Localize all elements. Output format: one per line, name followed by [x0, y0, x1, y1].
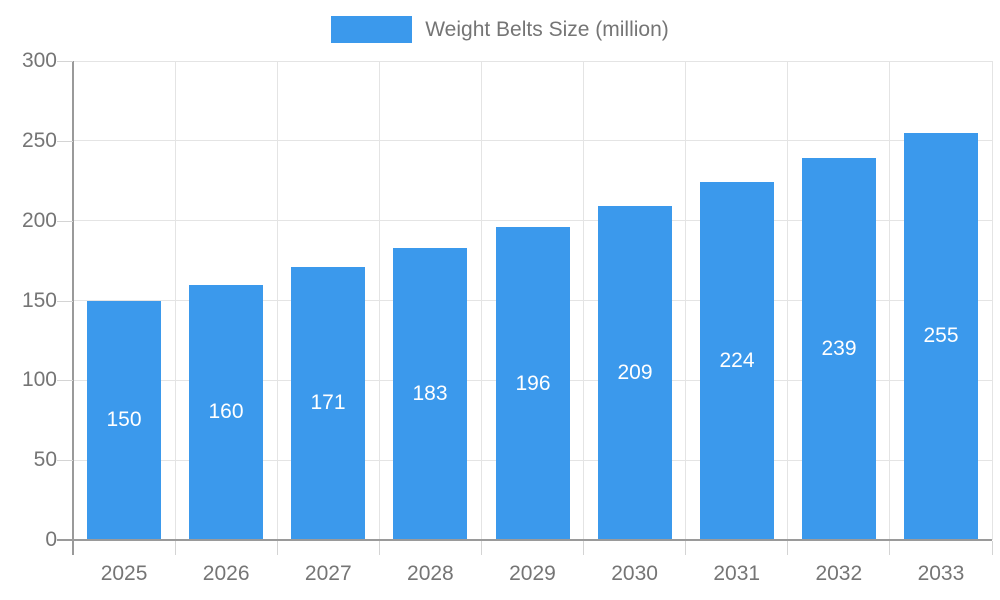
gridline-vertical — [480, 61, 482, 540]
y-axis-tick-label: 100 — [21, 368, 57, 392]
bar-value-label: 224 — [719, 349, 755, 373]
x-axis-tick-label: 2029 — [509, 562, 556, 585]
x-axis-tick-label: 2032 — [815, 562, 863, 585]
x-axis-tick — [174, 541, 176, 555]
x-axis-tick — [276, 541, 278, 555]
bar-2032[interactable]: 239 — [802, 158, 876, 540]
y-axis-tick — [57, 220, 73, 222]
y-axis-tick — [57, 300, 73, 302]
gridline-vertical — [583, 61, 585, 540]
legend-label: Weight Belts Size (million) — [425, 18, 669, 41]
y-axis-line — [72, 61, 74, 555]
y-axis-tick — [57, 380, 73, 382]
y-axis-tick-label: 250 — [21, 128, 57, 152]
bar-value-label: 239 — [821, 337, 857, 361]
x-axis-tick — [378, 541, 380, 555]
legend-swatch-icon — [331, 16, 413, 43]
bar-2026[interactable]: 160 — [189, 284, 263, 540]
x-axis-line — [57, 539, 992, 541]
bar-value-label: 171 — [310, 391, 346, 415]
y-axis-tick — [57, 61, 73, 62]
x-axis-tick — [889, 541, 891, 555]
y-axis-tick — [57, 140, 73, 142]
y-axis-tick-label: 150 — [21, 288, 57, 312]
bar-2033[interactable]: 255 — [904, 132, 978, 540]
gridline-vertical — [276, 61, 278, 540]
gridline-vertical — [174, 61, 176, 540]
x-axis-tick-label: 2031 — [713, 562, 761, 585]
chart-legend[interactable]: Weight Belts Size (million) — [0, 16, 1000, 43]
bar-2027[interactable]: 171 — [291, 266, 365, 540]
bar-value-label: 183 — [412, 381, 448, 405]
bar-2031[interactable]: 224 — [700, 182, 774, 540]
bar-2029[interactable]: 196 — [496, 227, 570, 540]
x-axis-tick — [480, 541, 482, 555]
bar-value-label: 160 — [208, 400, 244, 424]
gridline-vertical — [991, 61, 993, 540]
y-axis-tick-label: 300 — [21, 49, 57, 72]
x-axis-tick-label: 2033 — [917, 562, 965, 585]
bar-value-label: 255 — [923, 324, 959, 348]
x-axis-tick — [583, 541, 585, 555]
x-axis-tick-label: 2025 — [100, 562, 148, 585]
x-axis-tick-label: 2028 — [407, 562, 454, 585]
bar-value-label: 150 — [106, 408, 142, 432]
bar-2025[interactable]: 150 — [87, 300, 161, 540]
gridline-horizontal — [73, 60, 992, 62]
gridline-vertical — [889, 61, 891, 540]
gridline-horizontal — [73, 220, 992, 222]
x-axis-tick-label: 2026 — [202, 562, 250, 585]
x-axis-tick — [787, 541, 789, 555]
y-axis-tick-label: 0 — [45, 528, 57, 551]
x-axis-tick — [991, 541, 993, 555]
y-axis-tick-label: 50 — [33, 448, 57, 472]
x-axis-tick — [685, 541, 687, 555]
gridline-vertical — [787, 61, 789, 540]
x-axis-tick-label: 2030 — [611, 562, 658, 585]
y-axis-tick — [57, 460, 73, 462]
x-axis-tick-label: 2027 — [304, 562, 352, 585]
y-axis-tick-label: 200 — [21, 208, 57, 232]
plot-area: 150 160 171 183 196 209 224 239 255 — [73, 60, 993, 540]
bar-2030[interactable]: 209 — [598, 206, 672, 540]
bar-value-label: 196 — [515, 371, 551, 395]
gridline-vertical — [685, 61, 687, 540]
gridline-horizontal — [73, 140, 992, 142]
bar-value-label: 209 — [617, 361, 653, 385]
bar-2028[interactable]: 183 — [393, 247, 467, 540]
gridline-vertical — [378, 61, 380, 540]
